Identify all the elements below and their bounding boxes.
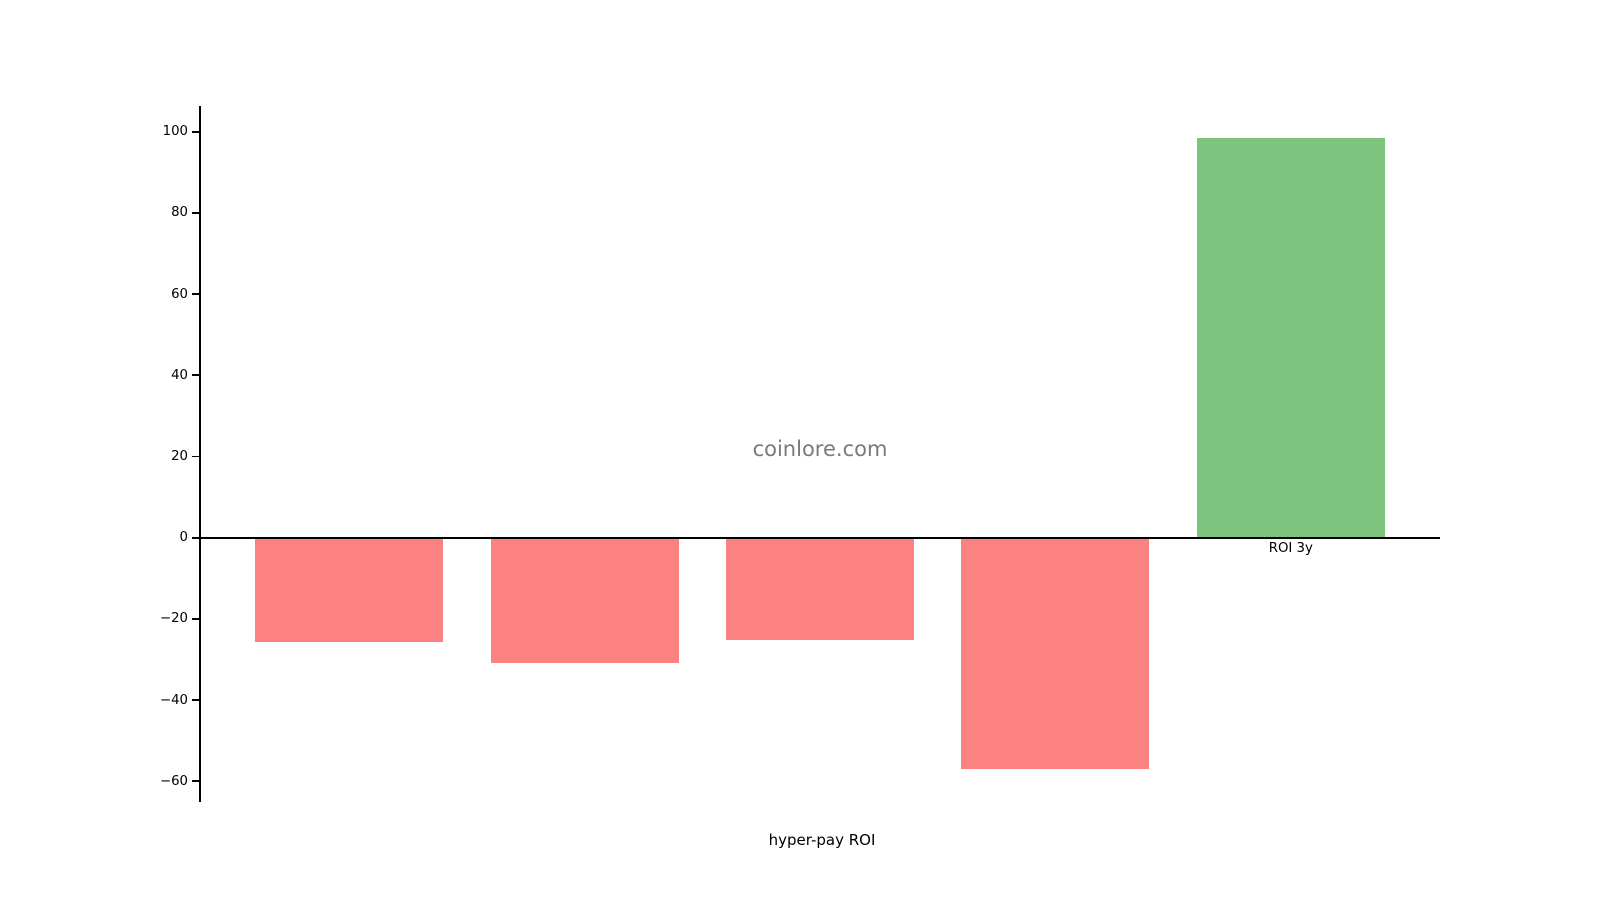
y-tick--40 — [192, 699, 200, 701]
y-tick--20 — [192, 618, 200, 620]
y-tick-label--40: −40 — [159, 692, 188, 708]
y-tick-label-80: 80 — [171, 205, 188, 221]
bar-2 — [726, 537, 914, 641]
x-tick-label-roi-3y: ROI 3y — [1268, 540, 1313, 556]
y-tick-label--60: −60 — [159, 773, 188, 789]
y-tick-40 — [192, 374, 200, 377]
y-tick-label-60: 60 — [171, 286, 188, 302]
x-axis-title: hyper-pay ROI — [768, 831, 876, 849]
y-tick-0 — [192, 536, 200, 539]
y-tick-label-0: 0 — [179, 530, 188, 546]
y-tick-100 — [192, 130, 200, 133]
watermark: coinlore.com — [752, 437, 888, 461]
y-tick-label--20: −20 — [159, 611, 188, 627]
y-tick-label-20: 20 — [171, 449, 188, 464]
bar-0 — [255, 537, 444, 642]
bar-1 — [490, 537, 679, 663]
x-axis-zero-line — [199, 536, 1440, 539]
y-tick-60 — [192, 293, 200, 295]
y-tick--60 — [192, 780, 200, 783]
y-axis-spine — [199, 106, 201, 802]
y-tick-label-40: 40 — [171, 367, 188, 383]
y-tick-20 — [192, 455, 200, 458]
bar-roi-3y — [1196, 138, 1385, 538]
y-tick-80 — [192, 212, 200, 214]
bar-3 — [961, 537, 1150, 770]
y-tick-label-100: 100 — [162, 124, 188, 140]
